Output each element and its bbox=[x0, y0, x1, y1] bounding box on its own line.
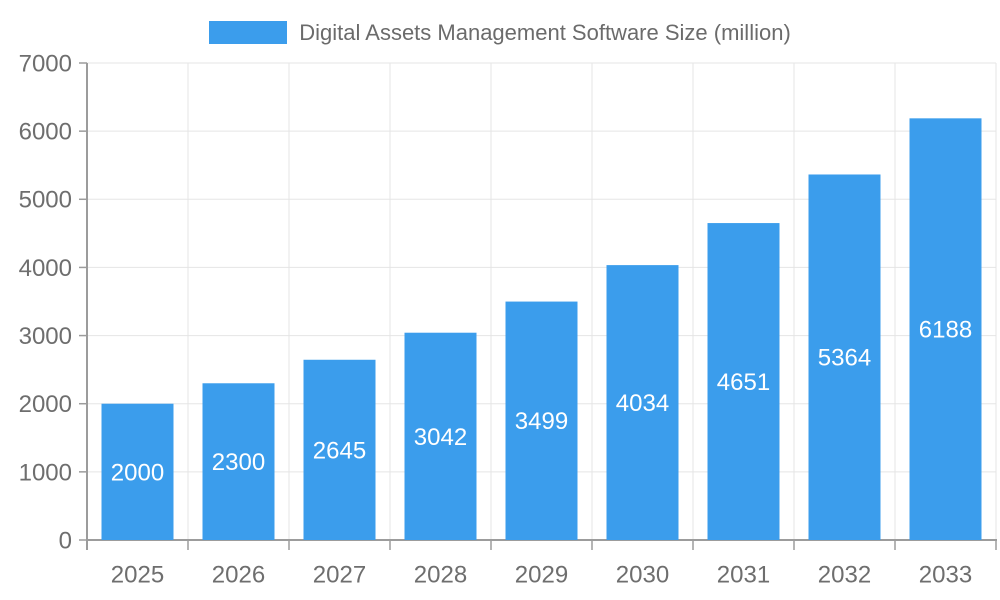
y-tick-label: 3000 bbox=[19, 323, 72, 350]
y-tick-label: 1000 bbox=[19, 459, 72, 486]
bar-value-label: 2645 bbox=[313, 437, 366, 464]
bar-2032[interactable] bbox=[808, 174, 881, 540]
x-tick-label: 2032 bbox=[818, 561, 871, 588]
x-tick-label: 2031 bbox=[717, 561, 770, 588]
bar-value-label: 2000 bbox=[111, 459, 164, 486]
x-tick-label: 2033 bbox=[919, 561, 972, 588]
y-tick-label: 4000 bbox=[19, 255, 72, 282]
bar-2027[interactable] bbox=[303, 359, 376, 540]
legend-label: Digital Assets Management Software Size … bbox=[299, 20, 791, 45]
bar-value-label: 3499 bbox=[515, 408, 568, 435]
y-tick-label: 7000 bbox=[19, 50, 72, 77]
x-tick-label: 2028 bbox=[414, 561, 467, 588]
x-tick-label: 2026 bbox=[212, 561, 265, 588]
bar-2033[interactable] bbox=[909, 118, 982, 540]
bar-2025[interactable] bbox=[101, 403, 174, 540]
bar-2029[interactable] bbox=[505, 301, 578, 540]
y-tick-label: 2000 bbox=[19, 391, 72, 418]
bar-value-label: 5364 bbox=[818, 345, 871, 372]
legend-swatch bbox=[209, 21, 288, 44]
x-tick-label: 2027 bbox=[313, 561, 366, 588]
bar-2028[interactable] bbox=[404, 332, 477, 540]
y-tick-label: 5000 bbox=[19, 187, 72, 214]
legend-item[interactable]: Digital Assets Management Software Size … bbox=[0, 21, 1000, 44]
x-tick-label: 2025 bbox=[111, 561, 164, 588]
bar-value-label: 6188 bbox=[919, 317, 972, 344]
bar-2031[interactable] bbox=[707, 223, 780, 540]
bar-value-label: 3042 bbox=[414, 424, 467, 451]
y-tick-label: 6000 bbox=[19, 119, 72, 146]
y-tick-label: 0 bbox=[59, 527, 72, 554]
x-tick-label: 2030 bbox=[616, 561, 669, 588]
bar-2026[interactable] bbox=[202, 383, 275, 540]
x-tick-label: 2029 bbox=[515, 561, 568, 588]
bar-value-label: 4651 bbox=[717, 369, 770, 396]
bar-value-label: 4034 bbox=[616, 390, 669, 417]
bar-value-label: 2300 bbox=[212, 449, 265, 476]
bar-2030[interactable] bbox=[606, 265, 679, 540]
